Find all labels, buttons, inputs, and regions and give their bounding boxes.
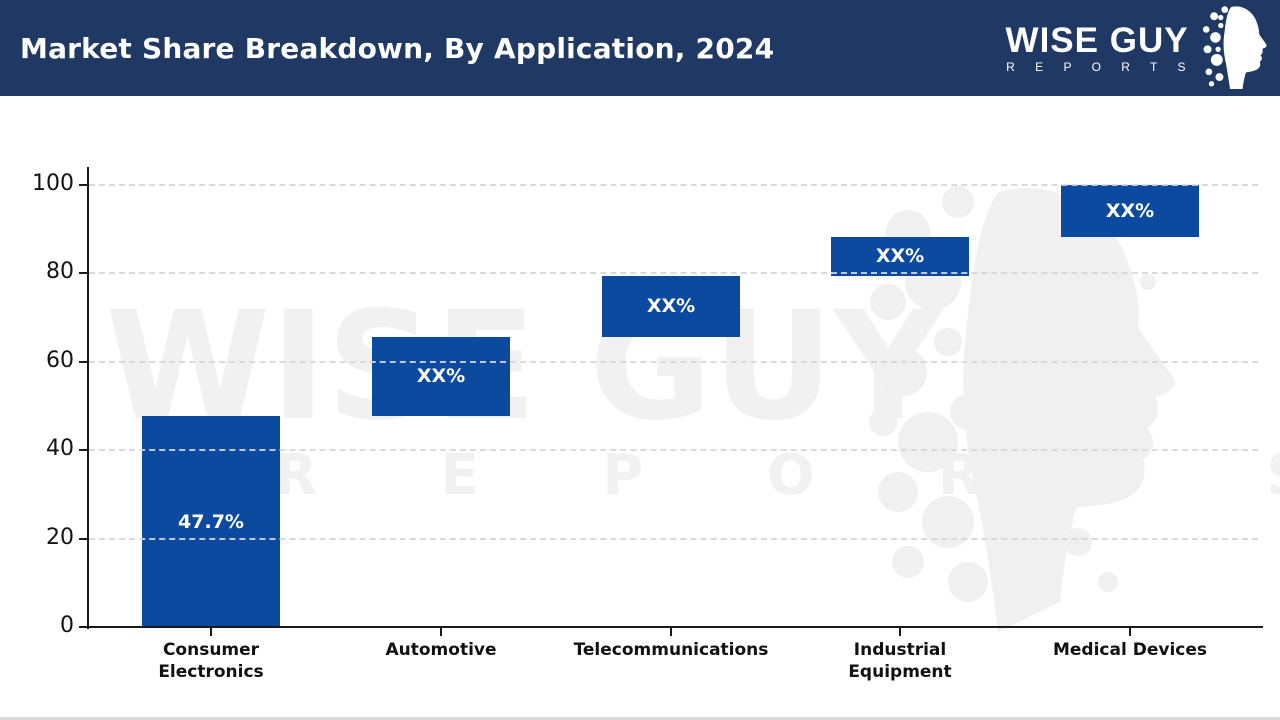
brand-logo-text: WISE GUY R E P O R T S bbox=[1000, 23, 1194, 74]
gridline bbox=[89, 537, 1258, 540]
gridline bbox=[89, 360, 1258, 363]
y-axis-line bbox=[87, 167, 89, 629]
header-bar: Market Share Breakdown, By Application, … bbox=[0, 0, 1280, 96]
bar-segment bbox=[1061, 185, 1199, 237]
bar-segment bbox=[372, 336, 510, 417]
x-axis-tick-label: Telecommunications bbox=[573, 640, 769, 660]
y-axis-tick-label: 20 bbox=[46, 524, 74, 550]
y-axis-tick bbox=[79, 272, 88, 275]
x-axis-tick-label: Industrial Equipment bbox=[848, 640, 952, 683]
bar-segment bbox=[142, 416, 280, 627]
y-axis-tick-label: 40 bbox=[46, 436, 74, 462]
bar-segment bbox=[831, 236, 969, 276]
x-axis-tick-label: Automotive bbox=[385, 640, 497, 660]
brand-logo: WISE GUY R E P O R T S bbox=[1000, 3, 1270, 93]
brand-subname: R E P O R T S bbox=[1006, 59, 1194, 74]
y-axis-tick bbox=[79, 626, 88, 628]
figure-bottom-border bbox=[0, 717, 1280, 720]
y-axis-tick-label: 80 bbox=[46, 259, 74, 285]
brand-face-icon bbox=[1198, 3, 1270, 93]
x-axis-tick-label: Consumer Electronics bbox=[158, 640, 264, 683]
x-axis-tick bbox=[899, 628, 901, 636]
gridline bbox=[89, 184, 1258, 186]
y-axis-tick-label: 0 bbox=[60, 613, 74, 638]
y-axis-tick bbox=[79, 537, 88, 540]
gridline bbox=[89, 449, 1258, 452]
x-axis-tick-label: Medical Devices bbox=[1052, 640, 1207, 660]
x-axis-tick bbox=[670, 628, 672, 636]
y-axis-tick bbox=[79, 449, 88, 452]
bar-value-label: XX% bbox=[875, 245, 925, 268]
y-axis-tick-label: 60 bbox=[46, 347, 74, 373]
x-axis-line bbox=[86, 626, 1263, 628]
bar-value-label: 47.7% bbox=[178, 510, 244, 533]
y-axis-tick bbox=[79, 360, 88, 363]
chart-title: Market Share Breakdown, By Application, … bbox=[20, 31, 775, 65]
watermark-face-icon bbox=[848, 162, 1178, 651]
x-axis-tick bbox=[440, 628, 442, 636]
x-axis-tick bbox=[1129, 628, 1131, 636]
gridline bbox=[89, 272, 1258, 275]
y-axis-tick-label: 100 bbox=[32, 171, 74, 196]
bar-value-label: XX% bbox=[1105, 199, 1155, 222]
bar-segment bbox=[602, 275, 740, 337]
y-axis-tick bbox=[79, 184, 88, 186]
bar-value-label: XX% bbox=[646, 295, 696, 318]
x-axis-tick bbox=[210, 628, 212, 636]
bar-value-label: XX% bbox=[416, 365, 466, 388]
brand-name: WISE GUY bbox=[1005, 20, 1189, 60]
